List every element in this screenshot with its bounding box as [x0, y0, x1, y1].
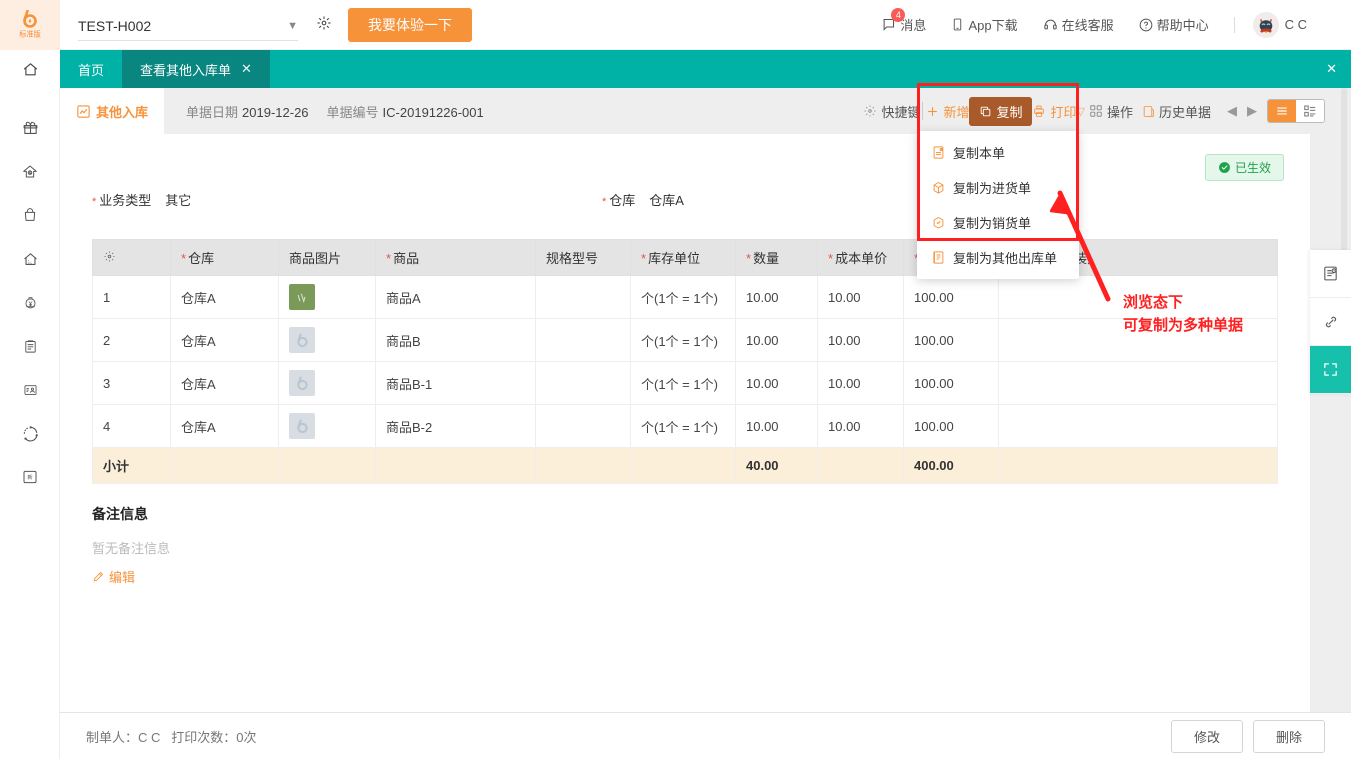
svg-text:新: 新 — [27, 473, 33, 481]
